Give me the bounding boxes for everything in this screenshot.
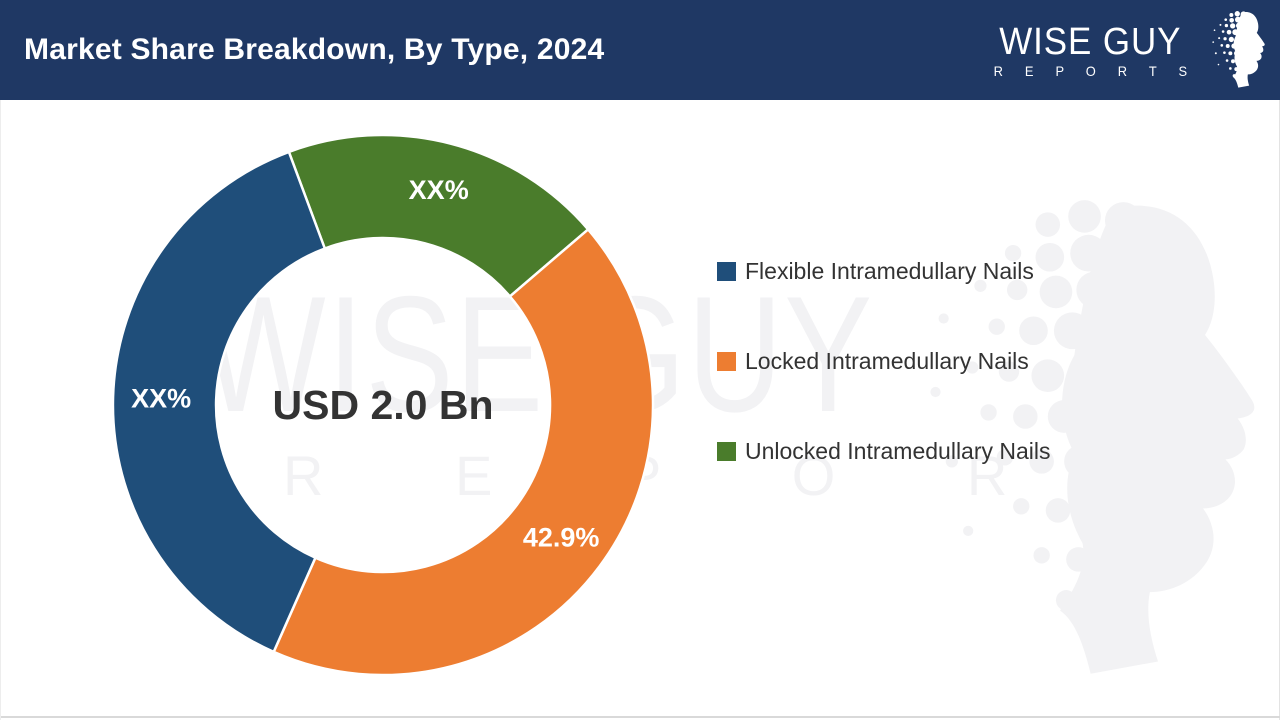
- slice-percent-label: XX%: [409, 175, 469, 205]
- donut-slice-locked-intramedullary-nails[interactable]: [272, 228, 655, 677]
- slice-percent-label: XX%: [131, 383, 191, 413]
- donut-center-value: USD 2.0 Bn: [273, 382, 494, 428]
- chart-area: WISE GUY R E P O R T S XX%42.9%XX%USD 2.…: [0, 100, 1280, 720]
- wiseguy-logo-text: WISE GUY R E P O R T S: [984, 23, 1196, 78]
- legend-item[interactable]: Flexible Intramedullary Nails: [717, 258, 1051, 284]
- legend-swatch: [717, 261, 736, 281]
- logo-subtitle: R E P O R T S: [993, 62, 1196, 79]
- donut-slice-unlocked-intramedullary-nails[interactable]: [287, 133, 590, 298]
- legend-label: Flexible Intramedullary Nails: [745, 257, 1034, 284]
- slice-percent-label: 42.9%: [523, 523, 600, 553]
- legend-item[interactable]: Unlocked Intramedullary Nails: [717, 438, 1051, 464]
- bottom-divider: [1, 716, 1280, 718]
- wiseguy-logo: WISE GUY R E P O R T S: [966, 10, 1266, 90]
- header: Market Share Breakdown, By Type, 2024 WI…: [0, 0, 1280, 100]
- legend-label: Unlocked Intramedullary Nails: [745, 437, 1051, 464]
- legend-swatch: [717, 351, 736, 371]
- donut-slice-flexible-intramedullary-nails[interactable]: [111, 150, 327, 654]
- donut-chart: XX% 42.9% XX% USD 2.0 Bn: [111, 133, 655, 677]
- logo-wordmark: WISE GUY: [998, 20, 1182, 63]
- legend-item[interactable]: Locked Intramedullary Nails: [717, 348, 1051, 374]
- head-profile-icon: [1212, 11, 1265, 88]
- page-title: Market Share Breakdown, By Type, 2024: [24, 33, 605, 66]
- legend-label: Locked Intramedullary Nails: [745, 347, 1029, 374]
- legend-swatch: [717, 441, 736, 461]
- legend: Flexible Intramedullary Nails Locked Intr…: [717, 258, 1051, 464]
